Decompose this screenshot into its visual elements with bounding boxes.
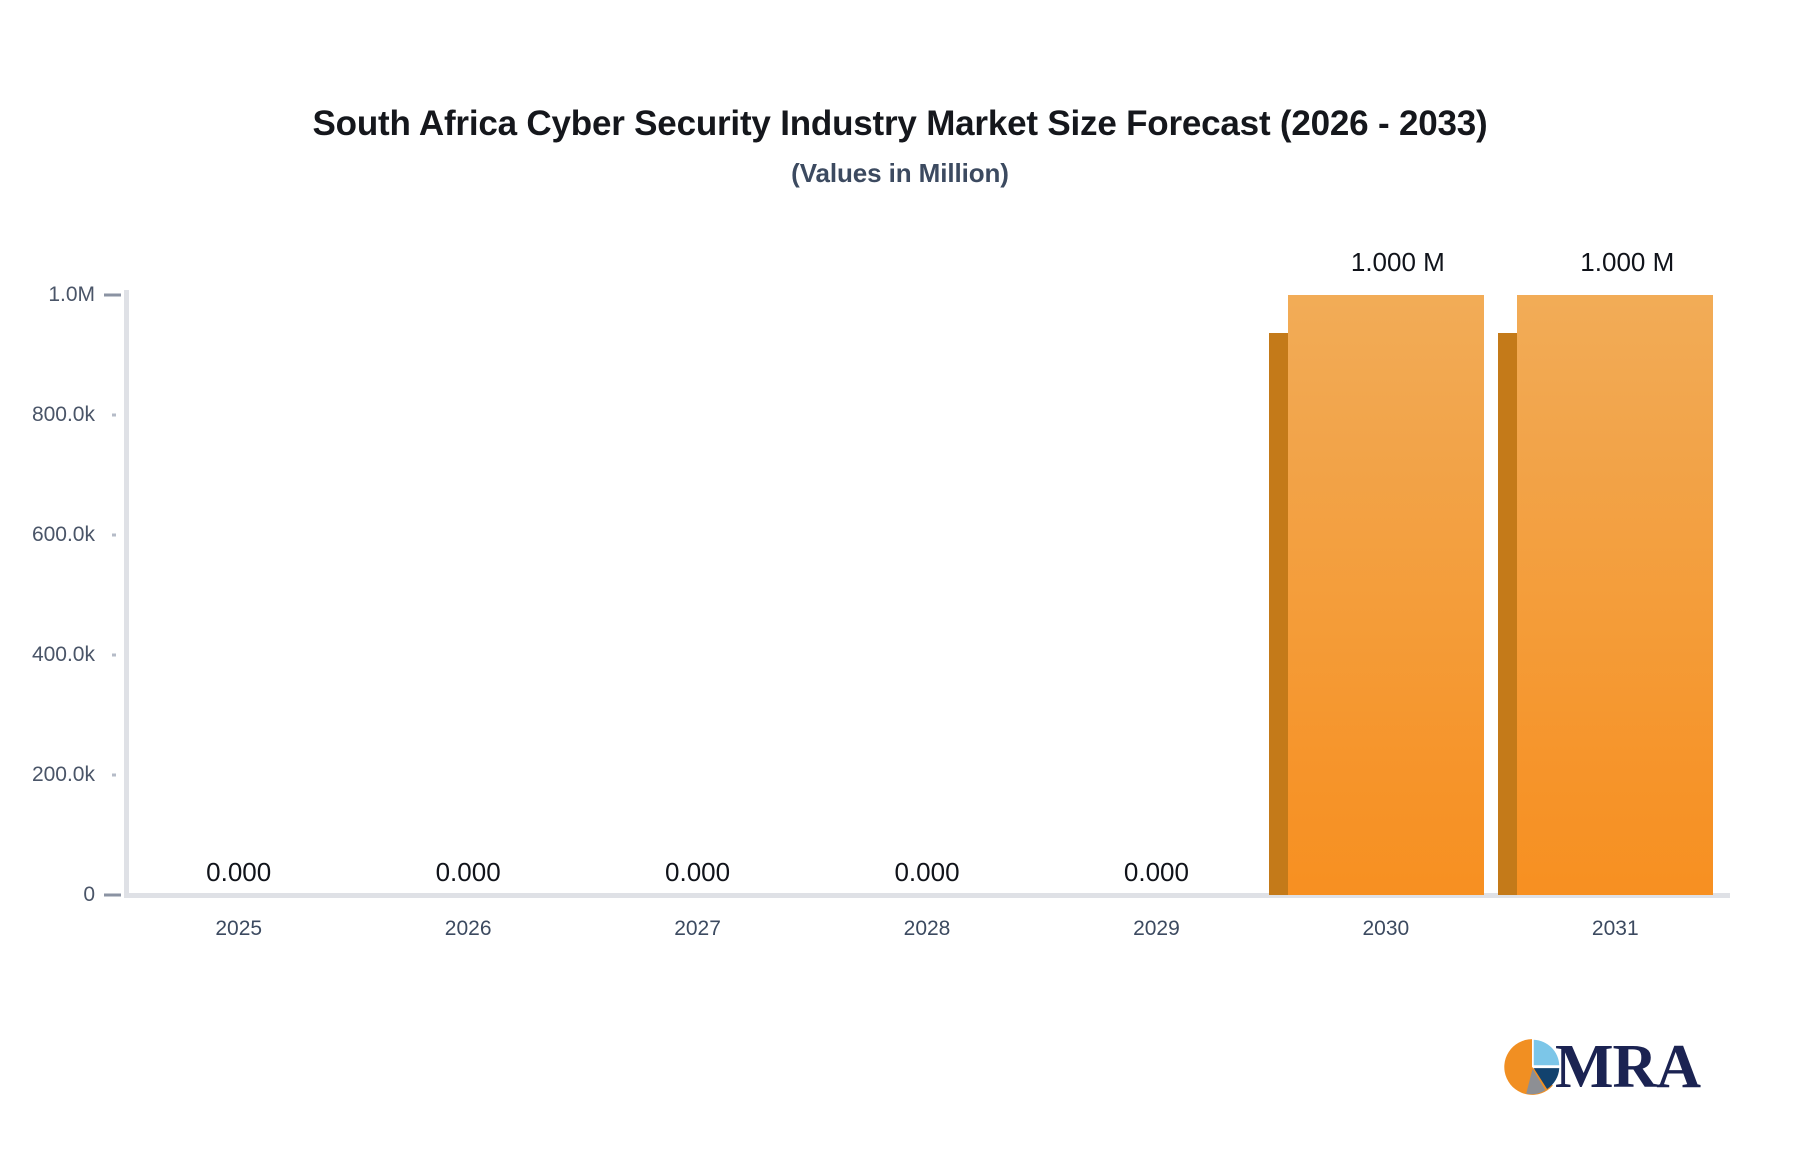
y-axis-labels: 1.0M 800.0k 600.0k 400.0k 200.0k 0 — [0, 0, 95, 1156]
x-axis-tick-label: 2026 — [444, 917, 492, 940]
y-axis-tick-mark — [112, 773, 116, 777]
bar-front-face — [1517, 295, 1714, 895]
bar-front-face — [1287, 295, 1484, 895]
x-axis-tick-label: 2027 — [674, 917, 721, 940]
y-axis-tick-label: 1.0M — [48, 283, 95, 306]
bar-side-face — [1268, 314, 1288, 895]
bar-value-label: 0.000 — [894, 857, 960, 887]
title-block: South Africa Cyber Security Industry Mar… — [0, 104, 1800, 189]
bar-value-label: 1.000 M — [1580, 247, 1675, 277]
bar-value-label: 1.000 M — [1350, 247, 1445, 277]
y-axis-tick-mark — [112, 653, 116, 657]
bar-side-face — [1498, 314, 1518, 895]
mra-logo: MRA — [1503, 1032, 1703, 1102]
x-axis-tick-label: 2028 — [903, 917, 951, 940]
chart-subtitle: (Values in Million) — [791, 158, 1009, 189]
pie-chart-icon — [1503, 1038, 1561, 1096]
y-axis-line — [124, 290, 129, 897]
y-axis-tick-label: 200.0k — [31, 763, 95, 786]
x-axis-tick-label: 2025 — [215, 917, 263, 940]
y-axis-tick-label: 400.0k — [31, 643, 95, 666]
x-axis-tick-label: 2029 — [1133, 917, 1180, 940]
y-axis-tick-mark — [112, 533, 116, 537]
bar-top-bevel — [1268, 295, 1307, 333]
y-axis-tick-label: 800.0k — [31, 403, 95, 426]
x-axis-line — [124, 893, 1730, 898]
y-axis-tick-mark — [104, 893, 121, 897]
bar-value-label: 0.000 — [435, 857, 501, 887]
bar[interactable] — [1268, 295, 1484, 895]
x-axis-tick-label: 2031 — [1591, 917, 1639, 940]
logo-wordmark: MRA — [1555, 1033, 1701, 1101]
bar-top-bevel — [1498, 295, 1536, 333]
x-axis-tick-label: 2030 — [1362, 917, 1410, 940]
bar[interactable] — [1498, 295, 1714, 895]
bar-value-label: 0.000 — [206, 857, 272, 887]
bar-value-label: 0.000 — [665, 857, 731, 887]
y-axis-tick-mark — [112, 413, 116, 417]
chart-title: South Africa Cyber Security Industry Mar… — [312, 104, 1488, 143]
y-axis-tick-label: 600.0k — [31, 523, 95, 546]
bar-value-label: 0.000 — [1123, 857, 1189, 887]
y-axis-tick-label: 0 — [83, 883, 95, 906]
y-axis-tick-mark — [104, 293, 121, 297]
